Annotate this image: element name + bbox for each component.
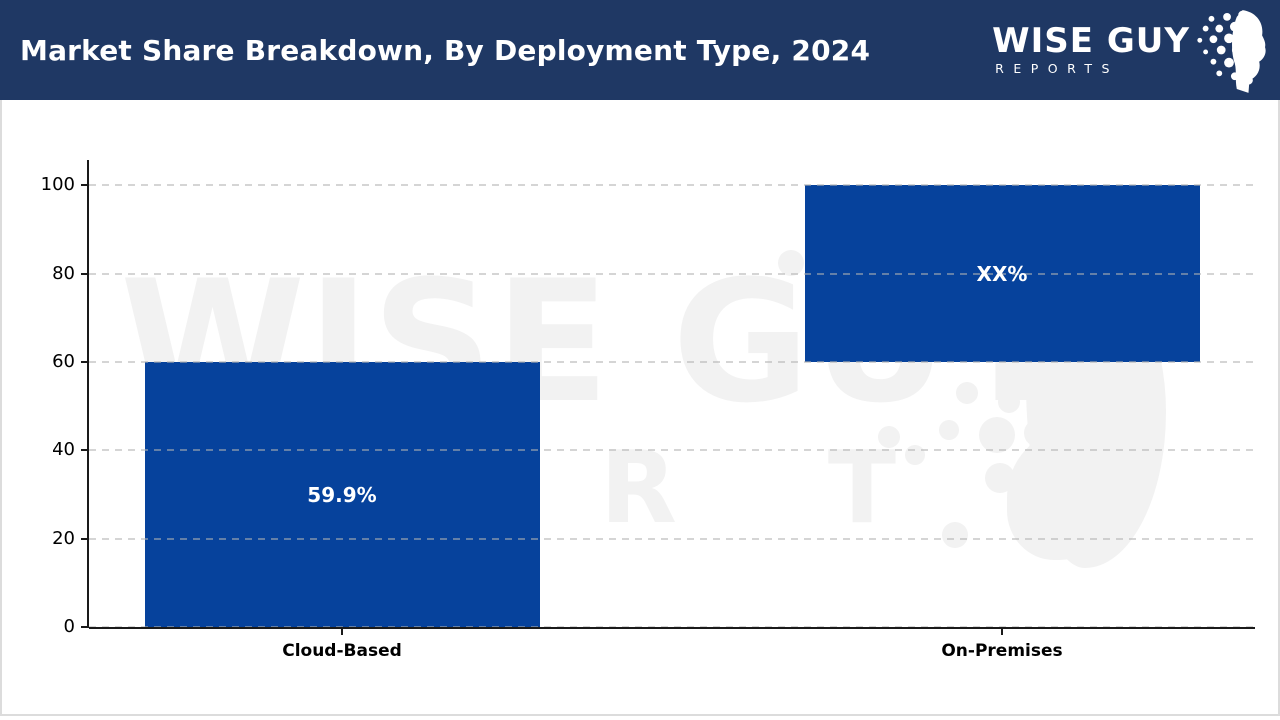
watermark-dot bbox=[878, 426, 900, 448]
y-tick-label: 80 bbox=[52, 262, 75, 284]
gridline-100 bbox=[89, 184, 1255, 187]
y-axis-tick bbox=[81, 537, 89, 540]
gridline-80 bbox=[89, 272, 1255, 275]
bar-value-label: XX% bbox=[976, 261, 1028, 286]
watermark-dot bbox=[942, 522, 968, 548]
y-tick-label: 60 bbox=[52, 350, 75, 372]
watermark-dot bbox=[778, 250, 804, 276]
page-title: Market Share Breakdown, By Deployment Ty… bbox=[20, 33, 871, 67]
x-category-label: On-Premises bbox=[941, 641, 1063, 661]
header-banner: Market Share Breakdown, By Deployment Ty… bbox=[0, 0, 1280, 100]
brand-name: WISE GUY bbox=[992, 21, 1190, 62]
y-tick-label: 100 bbox=[40, 174, 75, 196]
x-axis-line bbox=[89, 627, 1255, 629]
brand-logo: WISE GUY REPORTS bbox=[992, 7, 1266, 93]
y-axis-tick bbox=[81, 360, 89, 363]
gridline-60 bbox=[89, 360, 1255, 363]
bar-value-label: 59.9% bbox=[307, 482, 377, 507]
brand-subtitle: REPORTS bbox=[995, 61, 1119, 77]
watermark-dot bbox=[998, 391, 1020, 413]
watermark-dot bbox=[956, 382, 978, 404]
x-axis-tick bbox=[341, 627, 343, 635]
bar-cloud-based bbox=[144, 362, 540, 627]
y-axis-tick bbox=[81, 626, 89, 628]
watermark-dot bbox=[895, 373, 911, 389]
watermark-dot bbox=[979, 417, 1015, 453]
chart-canvas: WISE GUY R T S 59.9% Cloud-Based XX% On-Pre… bbox=[0, 100, 1280, 716]
dotted-face-icon bbox=[1197, 10, 1266, 93]
watermark-dot bbox=[939, 420, 959, 440]
y-axis-tick bbox=[81, 184, 89, 187]
plot-area: 59.9% Cloud-Based XX% On-Premises 0 20 40 60 80 1… bbox=[41, 160, 1255, 661]
y-tick-label: 40 bbox=[52, 439, 75, 461]
x-axis-tick bbox=[1001, 627, 1003, 635]
y-tick-label: 0 bbox=[63, 616, 75, 637]
y-axis-tick bbox=[81, 272, 89, 275]
y-axis-tick bbox=[81, 449, 89, 452]
x-category-label: Cloud-Based bbox=[282, 641, 402, 661]
y-tick-label: 20 bbox=[52, 527, 75, 549]
brand-logo-text: WISE GUY REPORTS bbox=[992, 24, 1190, 76]
gridline-20 bbox=[89, 537, 1255, 540]
gridline-40 bbox=[89, 449, 1255, 452]
